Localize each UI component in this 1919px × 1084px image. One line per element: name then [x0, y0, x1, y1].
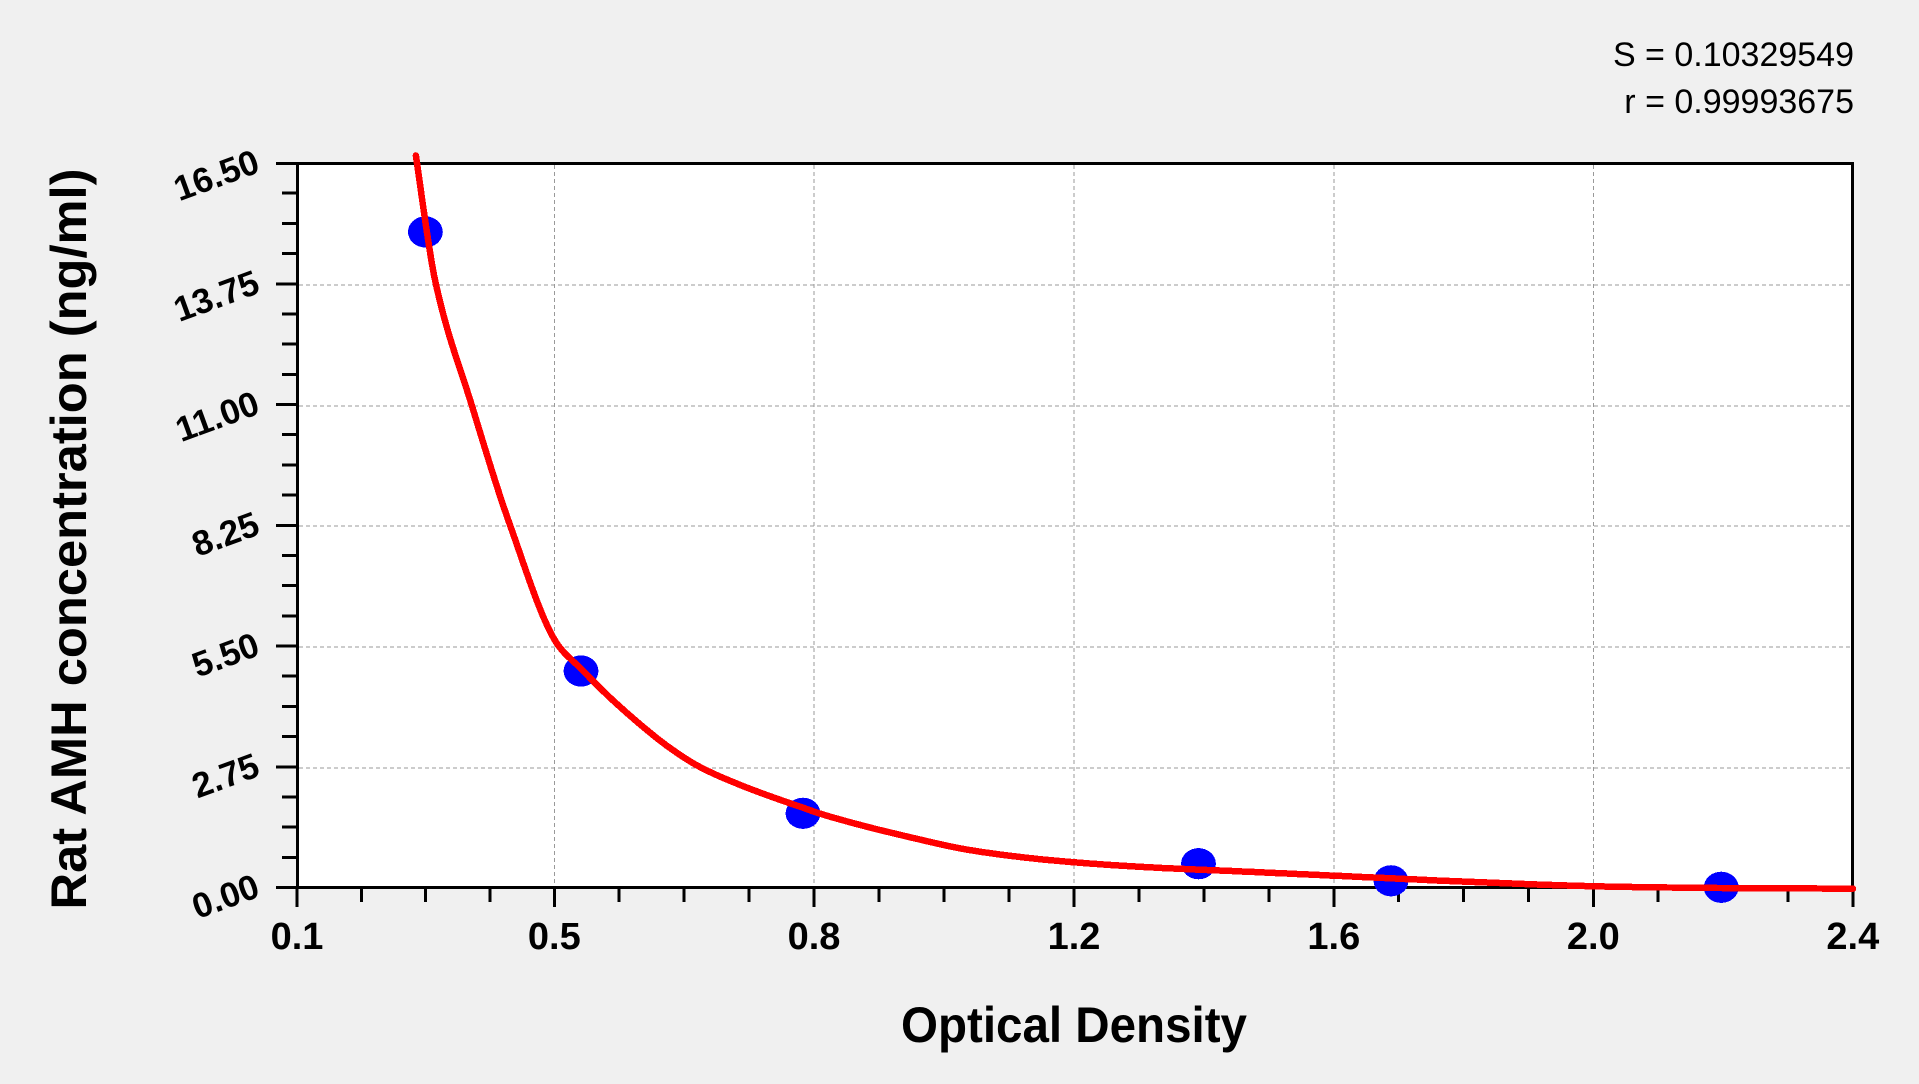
svg-text:S = 0.10329549: S = 0.10329549: [1613, 36, 1854, 74]
svg-text:1.2: 1.2: [1048, 916, 1101, 958]
svg-text:Optical Density: Optical Density: [901, 997, 1247, 1053]
svg-text:1.6: 1.6: [1307, 916, 1360, 958]
svg-text:Rat AMH concentration (ng/ml): Rat AMH concentration (ng/ml): [41, 169, 97, 910]
svg-text:0.1: 0.1: [271, 916, 324, 958]
svg-text:0.8: 0.8: [788, 916, 841, 958]
svg-text:r = 0.99993675: r = 0.99993675: [1624, 83, 1854, 121]
svg-text:2.4: 2.4: [1826, 916, 1879, 958]
svg-text:2.0: 2.0: [1567, 916, 1620, 958]
svg-text:0.5: 0.5: [528, 916, 581, 958]
